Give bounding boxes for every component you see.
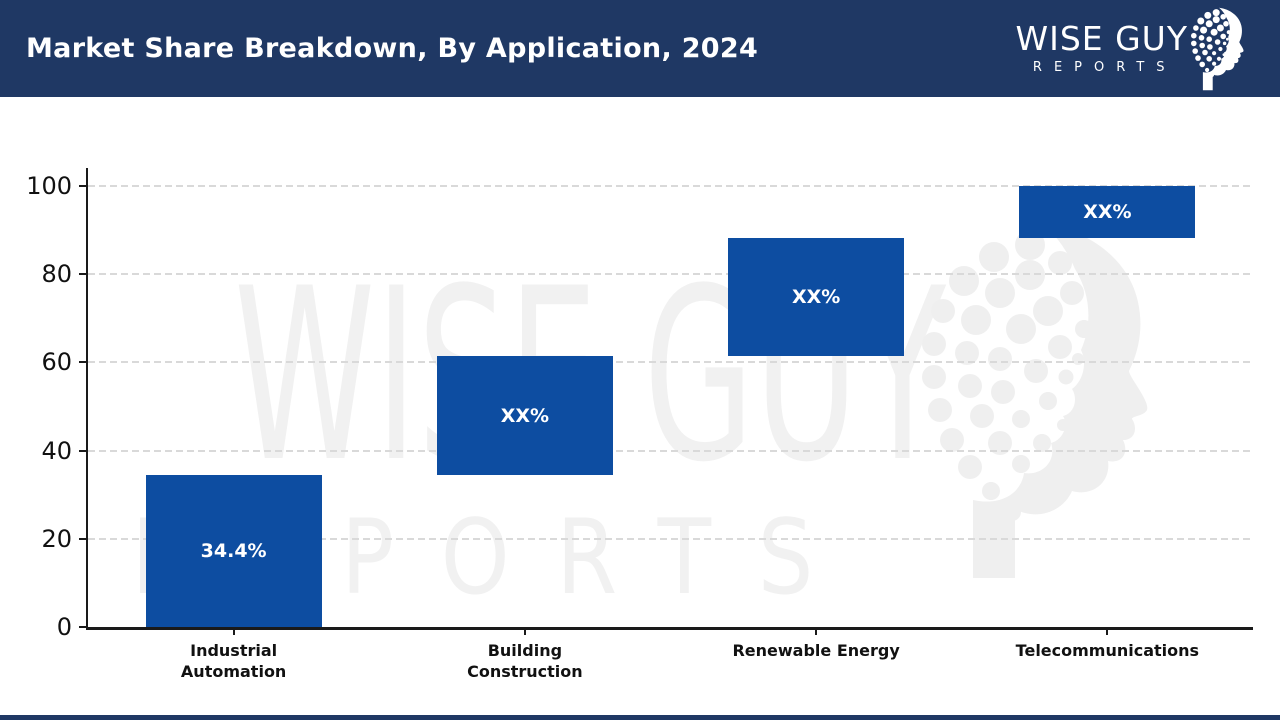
y-tick-label: 20 bbox=[41, 524, 72, 553]
x-tick-mark bbox=[815, 627, 818, 635]
logo-wiseguy-text: WISE GUY bbox=[1015, 19, 1188, 58]
bar-value-label: XX% bbox=[500, 404, 550, 427]
y-tick-label: 60 bbox=[41, 348, 72, 377]
bar-telecommunications: XX% bbox=[1019, 186, 1196, 239]
logo-wordmark: WISE GUY REPORTS bbox=[1015, 22, 1188, 75]
x-tick-mark bbox=[523, 627, 526, 635]
y-tick-mark bbox=[79, 273, 88, 276]
grid-line bbox=[88, 361, 1253, 364]
x-category-label: Building Construction bbox=[467, 641, 583, 681]
footer-bar bbox=[0, 715, 1280, 720]
x-category-label: Telecommunications bbox=[1015, 641, 1200, 660]
header: Market Share Breakdown, By Application, … bbox=[0, 0, 1280, 97]
y-axis-line bbox=[86, 168, 88, 629]
bar-renewable-energy: XX% bbox=[728, 238, 905, 357]
y-tick-mark bbox=[79, 361, 88, 364]
y-tick-mark bbox=[79, 449, 88, 452]
bar-value-label: 34.4% bbox=[200, 540, 267, 563]
grid-line bbox=[88, 273, 1253, 276]
bar-building-construction: XX% bbox=[436, 356, 613, 476]
grid-line bbox=[88, 449, 1253, 452]
grid-line bbox=[88, 537, 1253, 540]
x-axis-line bbox=[86, 627, 1253, 630]
page-title: Market Share Breakdown, By Application, … bbox=[26, 33, 759, 64]
bar-value-label: XX% bbox=[791, 286, 841, 309]
y-tick-label: 100 bbox=[26, 172, 72, 200]
bar-value-label: XX% bbox=[1083, 201, 1132, 224]
y-tick-mark bbox=[79, 537, 88, 540]
y-tick-mark bbox=[79, 626, 88, 628]
logo-reports-text: REPORTS bbox=[1032, 60, 1177, 75]
y-tick-label: 40 bbox=[41, 436, 72, 465]
x-category-label: Industrial Automation bbox=[180, 641, 287, 681]
bar-industrial-automation: 34.4% bbox=[145, 475, 322, 627]
y-tick-label: 80 bbox=[41, 260, 72, 289]
logo-head-icon bbox=[1191, 7, 1244, 90]
y-tick-mark bbox=[79, 185, 88, 187]
grid-line bbox=[88, 185, 1253, 187]
x-tick-mark bbox=[1106, 627, 1109, 635]
y-tick-label: 0 bbox=[56, 613, 72, 641]
x-tick-mark bbox=[232, 627, 235, 635]
x-category-label: Renewable Energy bbox=[732, 641, 900, 660]
brand-logo: WISE GUY REPORTS bbox=[1015, 7, 1254, 91]
